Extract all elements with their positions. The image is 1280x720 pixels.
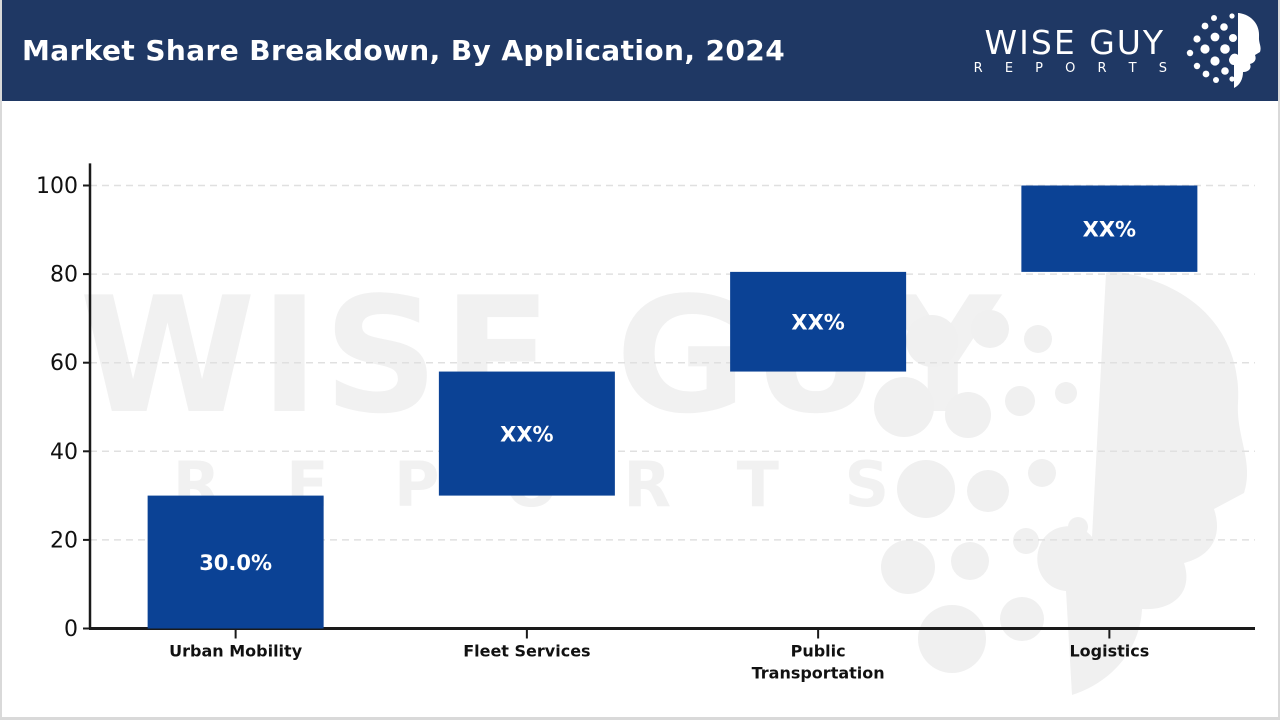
brand-logo: WISE GUY R E P O R T S <box>974 9 1264 93</box>
brand-logo-text: WISE GUY R E P O R T S <box>974 26 1176 76</box>
x-tick-label: Urban Mobility <box>169 642 303 661</box>
bar-value-label: XX% <box>791 311 844 335</box>
x-tick-label: Logistics <box>1069 642 1149 661</box>
bar-value-label: 30.0% <box>199 551 272 575</box>
bar-value-label: XX% <box>1083 218 1136 242</box>
y-tick-label: 20 <box>50 528 78 553</box>
x-tick-label: Fleet Services <box>463 642 590 661</box>
chart-area: WISE GUY R E P O R T S <box>2 101 1278 717</box>
y-tick-label: 100 <box>36 174 78 199</box>
bar-urban-mobility <box>147 495 324 629</box>
bar-value-label: XX% <box>500 423 553 447</box>
bar-fleet-services <box>438 371 615 496</box>
bar-public-transportation <box>730 271 907 372</box>
page-title: Market Share Breakdown, By Application, … <box>22 34 786 67</box>
y-tick-label: 0 <box>64 617 78 642</box>
logo-subtitle: R E P O R T S <box>973 60 1176 76</box>
x-tick-label: Transportation <box>752 664 885 683</box>
logo-wordmark: WISE GUY <box>984 22 1166 62</box>
header: Market Share Breakdown, By Application, … <box>2 0 1278 101</box>
y-tick-label: 60 <box>50 351 78 376</box>
logo-face-icon <box>1186 12 1261 88</box>
x-tick-label: Public <box>791 642 846 661</box>
waterfall-chart: 0 20 40 60 80 100 30.0% Urban Mobility XX% Fleet … <box>36 163 1255 683</box>
bar-logistics <box>1021 185 1198 272</box>
y-tick-label: 40 <box>50 440 78 465</box>
y-tick-label: 80 <box>50 263 78 288</box>
